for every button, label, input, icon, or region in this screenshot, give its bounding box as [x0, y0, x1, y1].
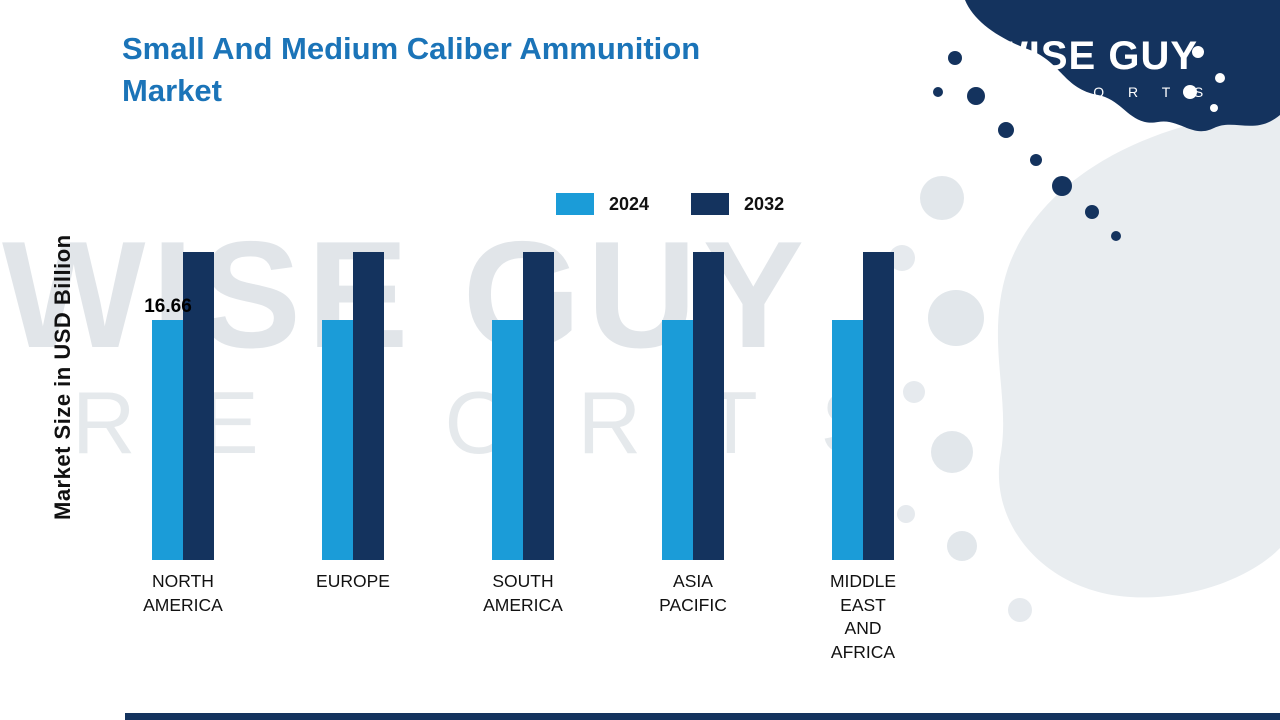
- legend-label: 2032: [744, 193, 785, 214]
- chart-legend: 2024 2032: [556, 193, 784, 215]
- legend-swatch: [556, 193, 594, 215]
- brand-logo: WISE GUY R E P O R T S: [990, 36, 1213, 100]
- bar-group-asia-pacific: ASIA PACIFIC: [608, 252, 778, 665]
- bar-2024: [322, 320, 353, 560]
- category-label: MIDDLE EAST AND AFRICA: [829, 571, 897, 662]
- category-label: NORTH AMERICA: [143, 571, 223, 615]
- bar-group-europe: EUROPE: [268, 252, 438, 665]
- bar-pair: [322, 252, 384, 560]
- bar-pair: 16.66: [144, 252, 214, 560]
- bar-pair: [492, 252, 554, 560]
- legend-item-2024: 2024: [556, 193, 649, 215]
- bar-pair: [832, 252, 894, 560]
- legend-item-2032: 2032: [691, 193, 784, 215]
- category-label: SOUTH AMERICA: [483, 571, 563, 615]
- bar-value-label: 16.66: [144, 296, 192, 317]
- brand-logo-name: WISE GUY: [990, 34, 1199, 78]
- bar-pair: [662, 252, 724, 560]
- bar-2032: [353, 252, 384, 560]
- bar-2032: [693, 252, 724, 560]
- legend-label: 2024: [609, 193, 650, 214]
- page-title: Small And Medium Caliber Ammunition Mark…: [122, 31, 701, 108]
- logo-background-shape: [965, 0, 1280, 132]
- bottom-accent-bar: [125, 713, 1280, 720]
- brand-logo-tagline: R E P O R T S: [993, 84, 1214, 100]
- category-label: EUROPE: [316, 571, 390, 591]
- bar-group-middle-east-and-africa: MIDDLE EAST AND AFRICA: [778, 252, 948, 665]
- bar-group-north-america: 16.66 NORTH AMERICA: [98, 252, 268, 665]
- bar-2032: [863, 252, 894, 560]
- bar-2032: [523, 252, 554, 560]
- legend-swatch: [691, 193, 730, 215]
- category-label: ASIA PACIFIC: [659, 571, 727, 615]
- head-silhouette-shape: [997, 110, 1280, 598]
- bar-2024: [152, 320, 183, 560]
- bar-chart: 16.66 NORTH AMERICA EUROPE SOUTH AMERICA ASI…: [98, 252, 948, 665]
- bar-2024: [662, 320, 693, 560]
- bar-2024: [492, 320, 523, 560]
- bar-2024: [832, 320, 863, 560]
- bar-group-south-america: SOUTH AMERICA: [438, 252, 608, 665]
- bar-2032: [183, 252, 214, 560]
- y-axis-label: Market Size in USD Billion: [50, 234, 75, 520]
